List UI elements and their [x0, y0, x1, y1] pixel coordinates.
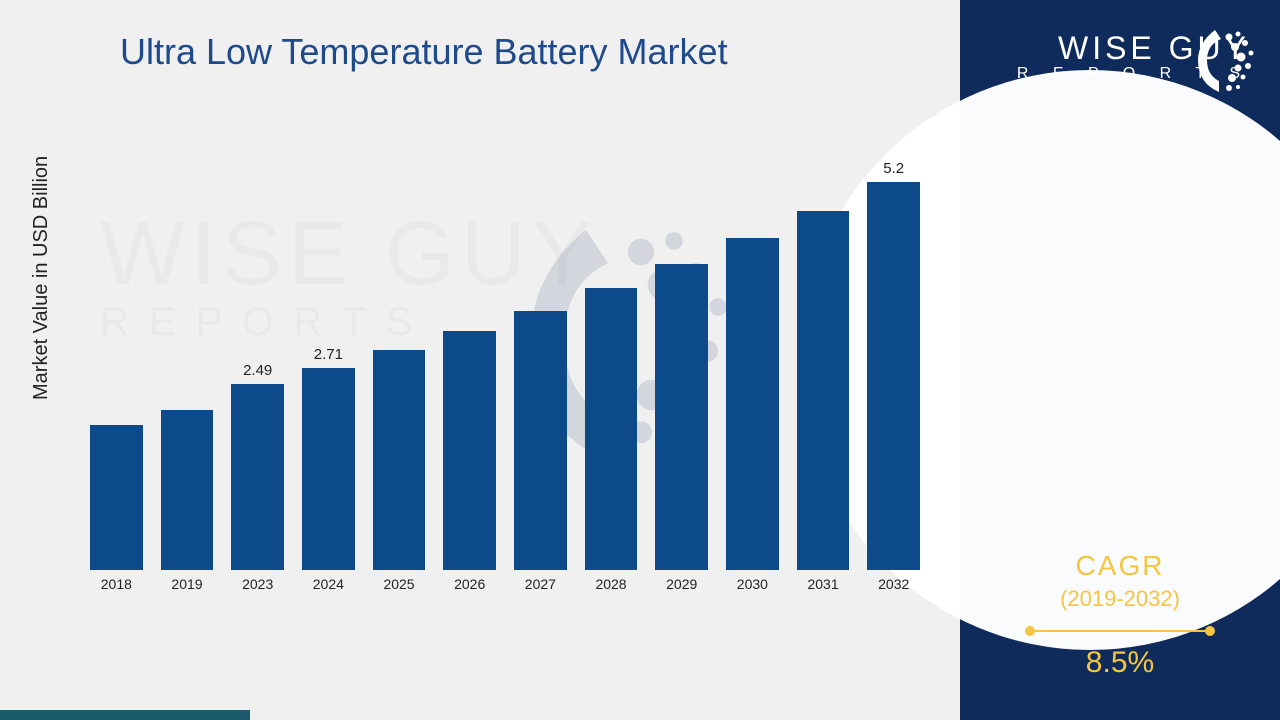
bottom-accent-bar — [0, 710, 250, 720]
x-axis-label: 2023 — [231, 576, 284, 600]
bar-wrap — [797, 189, 850, 570]
y-axis-label: Market Value in USD Billion — [30, 156, 53, 400]
x-axis-label: 2026 — [443, 576, 496, 600]
bar — [655, 264, 708, 570]
bar-wrap — [514, 289, 567, 570]
bar-wrap — [726, 216, 779, 570]
cagr-divider — [1030, 630, 1210, 632]
bar — [161, 410, 214, 570]
bars-container: 2.49 2.71 5.2 — [90, 160, 920, 570]
logo: WISE GUY R E P O R T S — [1017, 30, 1250, 83]
bar-wrap: 5.2 — [867, 160, 920, 570]
x-axis-label: 2032 — [867, 576, 920, 600]
x-axis-label: 2031 — [797, 576, 850, 600]
bar — [302, 368, 355, 570]
x-axis-label: 2029 — [655, 576, 708, 600]
bar-wrap — [161, 388, 214, 570]
x-axis-label: 2018 — [90, 576, 143, 600]
cagr-years: (2019-2032) — [960, 586, 1280, 612]
bar — [726, 238, 779, 570]
bar — [231, 384, 284, 570]
x-axis-label: 2028 — [585, 576, 638, 600]
x-labels-container: 2018 2019 2023 2024 2025 2026 2027 2028 2029 2030… — [90, 576, 920, 600]
bar — [867, 182, 920, 570]
bar-wrap — [585, 266, 638, 570]
bar-wrap — [655, 242, 708, 570]
x-axis-label: 2030 — [726, 576, 779, 600]
bar — [514, 311, 567, 570]
x-axis-label: 2024 — [302, 576, 355, 600]
bar-chart: 2.49 2.71 5.2 2018 2019 2023 2024 2025 2026 2027… — [90, 160, 920, 600]
x-axis-label: 2019 — [161, 576, 214, 600]
cagr-block: CAGR (2019-2032) 8.5% — [960, 550, 1280, 680]
bar — [373, 350, 426, 570]
main-area: WISE GUY REPORTS Ultra Low Temperature B… — [0, 0, 960, 720]
bar — [90, 425, 143, 570]
bar-wrap — [443, 309, 496, 570]
bar — [585, 288, 638, 570]
bar — [797, 211, 850, 570]
bar-wrap: 2.49 — [231, 362, 284, 570]
x-axis-label: 2025 — [373, 576, 426, 600]
x-axis-label: 2027 — [514, 576, 567, 600]
chart-title: Ultra Low Temperature Battery Market — [120, 30, 728, 73]
cagr-value: 8.5% — [960, 646, 1280, 680]
logo-head-icon — [1195, 25, 1255, 95]
bar-wrap: 2.71 — [302, 346, 355, 570]
cagr-label: CAGR — [960, 550, 1280, 582]
bar-value-label: 2.71 — [314, 346, 343, 364]
bar-value-label: 5.2 — [883, 160, 904, 178]
bar-value-label: 2.49 — [243, 362, 272, 380]
bar-wrap — [373, 328, 426, 570]
bar-wrap — [90, 403, 143, 570]
bar — [443, 331, 496, 570]
